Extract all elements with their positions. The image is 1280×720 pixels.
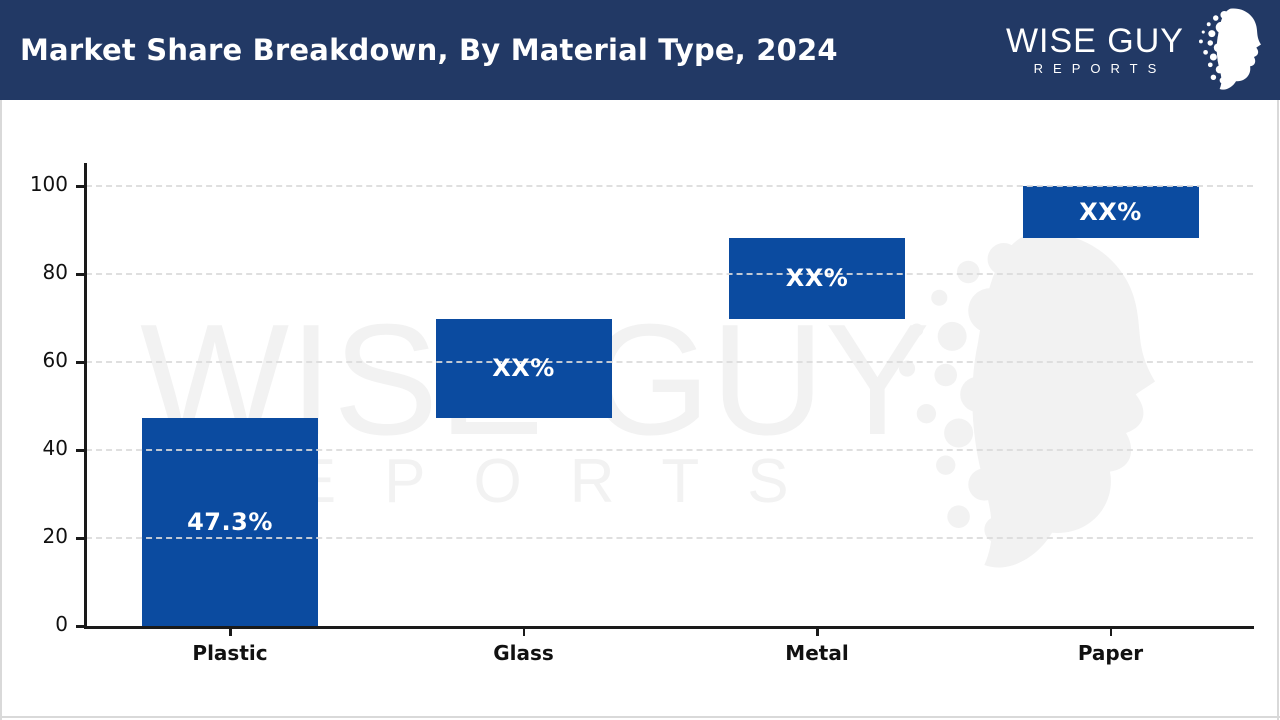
bar-value-label: 47.3% — [187, 507, 273, 536]
y-tick — [76, 449, 85, 452]
y-tick — [76, 185, 85, 188]
gridline — [86, 361, 1253, 363]
bar-chart: 0 20 40 60 80 100 47.3% Plastic XX% Glass XX% Metal… — [0, 100, 1280, 720]
bar-plastic — [142, 417, 318, 626]
bar-glass — [435, 318, 612, 418]
x-axis-category-label: Glass — [493, 641, 554, 665]
y-tick-label: 0 — [55, 612, 68, 636]
bar-metal — [729, 237, 905, 319]
bar-value-label: XX% — [785, 264, 849, 293]
y-tick-label: 60 — [42, 348, 68, 372]
logo-head-icon — [1198, 8, 1261, 90]
y-tick-label: 100 — [29, 172, 68, 196]
gridline — [86, 273, 1253, 275]
x-tick — [522, 628, 525, 636]
y-tick-label: 80 — [42, 260, 68, 284]
x-axis-category-label: Paper — [1077, 641, 1144, 665]
y-tick — [76, 625, 85, 628]
y-tick-label: 20 — [42, 524, 68, 548]
bar-value-label: XX% — [1079, 197, 1142, 226]
logo-subtitle: REPORTS — [1033, 61, 1167, 77]
x-axis-category-label: Plastic — [192, 641, 268, 665]
x-tick — [229, 628, 232, 636]
bar-paper — [1022, 186, 1199, 238]
y-tick-label: 40 — [42, 436, 68, 460]
x-tick — [816, 628, 819, 636]
page-border-right — [1277, 100, 1279, 720]
chart-area: WISE GUY REPORTS 0 20 40 60 80 100 47.3% Plasti… — [0, 100, 1280, 720]
x-axis-category-label: Metal — [785, 641, 849, 665]
y-tick — [76, 537, 85, 540]
gridline — [86, 185, 1253, 187]
logo-wordmark: WISE GUY — [1005, 21, 1184, 60]
y-axis-line — [84, 163, 87, 628]
page-border-left — [0, 100, 2, 720]
page-border-bottom — [0, 716, 1280, 718]
header: Market Share Breakdown, By Material Type… — [0, 0, 1280, 100]
y-tick — [76, 273, 85, 276]
x-axis-line — [84, 626, 1254, 629]
gridline — [86, 537, 1253, 539]
watermark-head-icon — [899, 232, 1156, 568]
page-title: Market Share Breakdown, By Material Type… — [20, 33, 838, 67]
gridline — [86, 449, 1253, 451]
wise-guy-logo: WISE GUY REPORTS — [1006, 7, 1268, 93]
logo-text: WISE GUY REPORTS — [1005, 21, 1184, 77]
y-tick — [76, 361, 85, 364]
x-tick — [1109, 628, 1112, 636]
bar-value-label: XX% — [492, 354, 555, 383]
